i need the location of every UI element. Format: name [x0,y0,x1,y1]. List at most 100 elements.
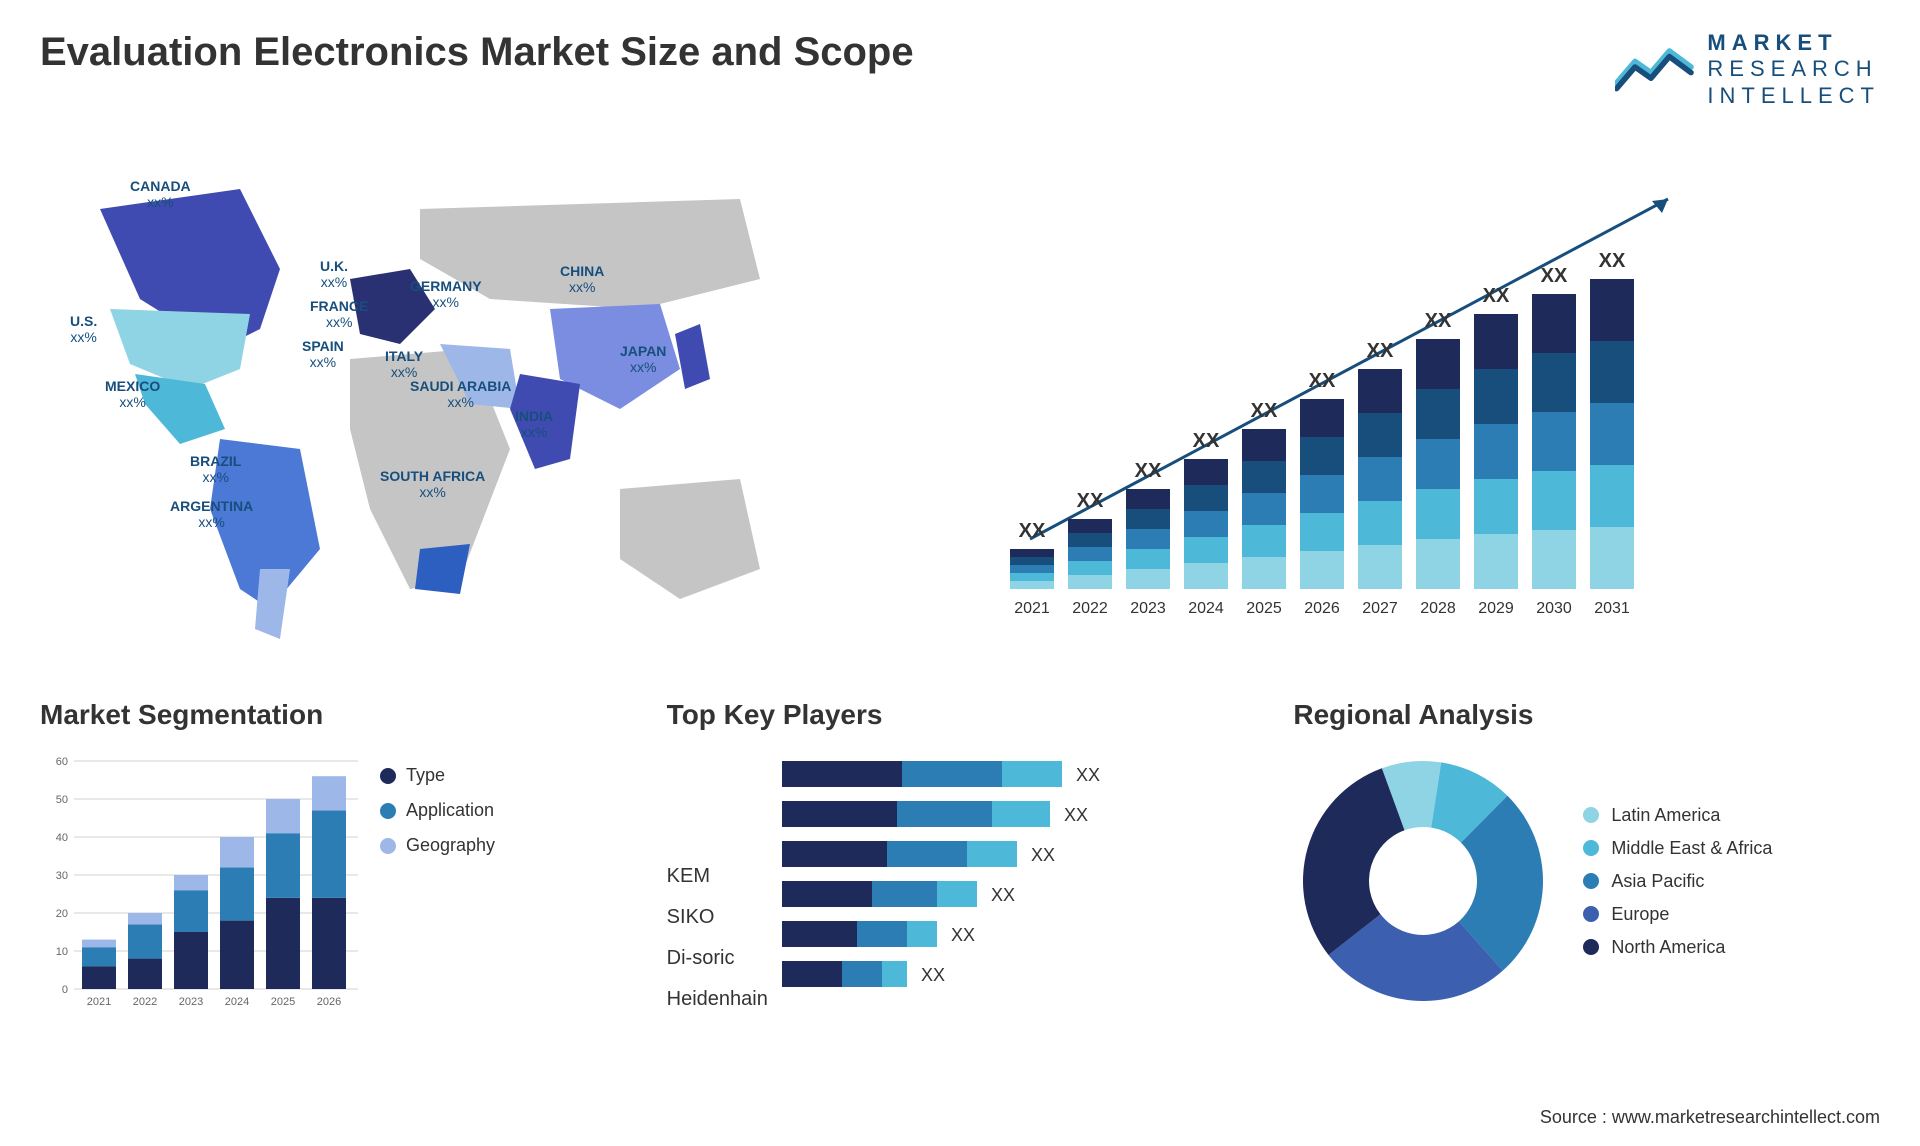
player-bar-seg [1002,761,1062,787]
growth-bar-seg [1358,545,1402,589]
growth-bar-seg [1416,539,1460,589]
growth-bar-seg [1474,534,1518,589]
growth-bar-seg [1068,533,1112,547]
map-region-us [110,309,250,389]
svg-text:40: 40 [56,832,68,844]
growth-bar-value: XX [1367,340,1394,362]
growth-bar-seg [1010,549,1054,557]
growth-bar-seg [1010,573,1054,581]
map-region-jp [675,324,710,389]
seg-bar-seg [128,959,162,989]
player-bar-seg [782,881,872,907]
growth-bar-seg [1300,551,1344,589]
growth-bar-year: 2024 [1188,600,1224,617]
seg-bar-seg [266,799,300,833]
seg-bar-seg [82,940,116,948]
growth-bar-seg [1184,511,1228,537]
player-bar-seg [782,841,887,867]
segmentation-bar-chart: 0102030405060202120222023202420252026 [40,751,360,1011]
map-label-u-k-: U.K.xx% [320,259,348,290]
key-players-bar-chart: XXXXXXXXXXXX [778,751,1198,1011]
world-map-panel: CANADAxx%U.S.xx%MEXICOxx%BRAZILxx%ARGENT… [40,149,940,649]
seg-bar-seg [174,890,208,932]
growth-bar-year: 2025 [1246,600,1282,617]
growth-bar-seg [1532,471,1576,530]
map-region-saf [415,544,470,594]
growth-bar-seg [1068,519,1112,533]
player-bar-seg [937,881,977,907]
player-bar-seg [842,961,882,987]
svg-text:2026: 2026 [317,996,341,1008]
key-players-title: Top Key Players [667,699,1254,731]
player-bar-value: XX [951,925,975,945]
player-name: SIKO [667,906,768,929]
growth-bar-seg [1300,475,1344,513]
growth-bar-seg [1242,429,1286,461]
regional-panel: Regional Analysis Latin AmericaMiddle Ea… [1293,699,1880,1011]
map-label-brazil: BRAZILxx% [190,454,241,485]
growth-bar-seg [1184,485,1228,511]
growth-bar-value: XX [1251,400,1278,422]
player-name: Heidenhain [667,988,768,1011]
svg-text:0: 0 [62,984,68,996]
growth-bar-seg [1590,341,1634,403]
growth-bar-seg [1300,437,1344,475]
growth-bar-seg [1068,561,1112,575]
growth-bar-value: XX [1309,370,1336,392]
player-bar-seg [872,881,937,907]
growth-bar-year: 2026 [1304,600,1340,617]
svg-text:2023: 2023 [179,996,203,1008]
growth-bar-seg [1126,509,1170,529]
growth-bar-seg [1010,565,1054,573]
growth-bar-value: XX [1483,285,1510,307]
growth-bar-seg [1068,547,1112,561]
growth-bar-year: 2022 [1072,600,1108,617]
map-label-italy: ITALYxx% [385,349,423,380]
regional-donut-chart [1293,751,1553,1011]
map-label-spain: SPAINxx% [302,339,344,370]
growth-bar-value: XX [1599,250,1626,272]
segmentation-title: Market Segmentation [40,699,627,731]
seg-bar-seg [82,966,116,989]
svg-text:60: 60 [56,756,68,768]
seg-bar-seg [128,925,162,959]
growth-bar-year: 2031 [1594,600,1630,617]
player-bar-seg [882,961,907,987]
map-label-argentina: ARGENTINAxx% [170,499,253,530]
player-name: Di-soric [667,947,768,970]
segmentation-legend: TypeApplicationGeography [380,751,495,870]
growth-bar-seg [1300,513,1344,551]
map-label-mexico: MEXICOxx% [105,379,160,410]
growth-bar-seg [1126,549,1170,569]
segmentation-panel: Market Segmentation 01020304050602021202… [40,699,627,1011]
growth-bar-seg [1184,563,1228,589]
player-bar-value: XX [1031,845,1055,865]
growth-bar-year: 2030 [1536,600,1572,617]
seg-bar-seg [312,898,346,989]
growth-bar-year: 2021 [1014,600,1050,617]
growth-bar-seg [1358,369,1402,413]
growth-bar-seg [1184,537,1228,563]
growth-bar-seg [1068,575,1112,589]
source-attribution: Source : www.marketresearchintellect.com [1540,1107,1880,1128]
growth-bar-value: XX [1019,520,1046,542]
seg-bar-seg [220,837,254,867]
brand-logo: MARKET RESEARCH INTELLECT [1615,30,1880,109]
player-bar-value: XX [921,965,945,985]
regional-legend-item: Europe [1583,904,1772,925]
growth-bar-year: 2028 [1420,600,1456,617]
player-bar-seg [992,801,1050,827]
growth-bar-seg [1532,294,1576,353]
logo-text-2: RESEARCH [1707,56,1880,82]
player-bar-seg [782,961,842,987]
svg-text:2025: 2025 [271,996,295,1008]
growth-bar-seg [1242,557,1286,589]
player-bar-seg [967,841,1017,867]
seg-legend-item: Type [380,765,495,786]
growth-bar-seg [1590,527,1634,589]
player-bar-seg [782,921,857,947]
growth-bar-seg [1242,493,1286,525]
key-players-panel: Top Key Players KEMSIKODi-soricHeidenhai… [667,699,1254,1011]
player-bar-seg [902,761,1002,787]
logo-text-1: MARKET [1707,30,1880,56]
